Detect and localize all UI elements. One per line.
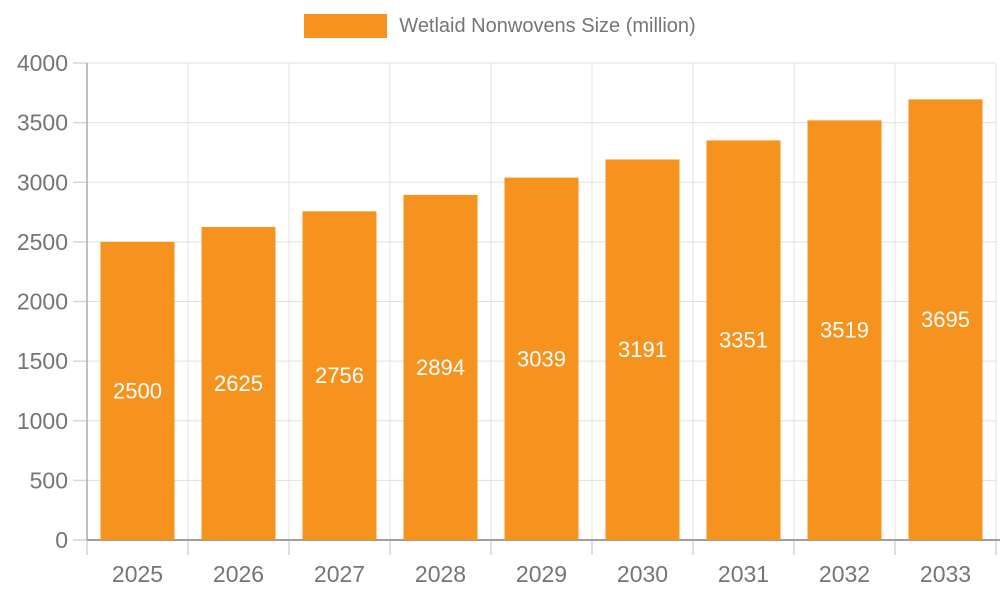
bar-value-label: 2625 [214,371,263,396]
y-tick-label: 2500 [17,229,68,255]
x-category-label: 2031 [718,561,769,587]
x-category-label: 2030 [617,561,668,587]
x-category-label: 2029 [516,561,567,587]
bar-value-label: 2894 [416,355,465,380]
x-category-label: 2026 [213,561,264,587]
bar-2031[interactable] [706,140,781,540]
bar-2033[interactable] [908,99,983,540]
y-tick-label: 4000 [17,50,68,76]
legend-label: Wetlaid Nonwovens Size (million) [399,14,696,37]
bar-2032[interactable] [807,120,882,540]
bar-value-label: 2756 [315,363,364,388]
bar-value-label: 3039 [517,346,566,371]
bar-value-label: 3191 [618,337,667,362]
bar-2028[interactable] [403,194,478,540]
bar-2027[interactable] [302,211,377,541]
bar-2026[interactable] [201,226,276,540]
x-category-label: 2033 [920,561,971,587]
y-tick-label: 3500 [17,110,68,136]
series-color-swatch-icon [304,14,388,38]
bar-value-label: 2500 [113,378,162,403]
bar-value-label: 3351 [719,328,768,353]
legend[interactable]: Wetlaid Nonwovens Size (million) [0,14,1000,38]
y-tick-label: 1500 [17,348,68,374]
bar-2029[interactable] [504,177,579,540]
y-tick-label: 2000 [17,289,68,315]
bar-2025[interactable] [100,241,175,540]
bar-2030[interactable] [605,159,680,540]
bar-value-label: 3695 [921,307,970,332]
x-category-label: 2032 [819,561,870,587]
y-tick-label: 1000 [17,408,68,434]
x-category-label: 2027 [314,561,365,587]
x-category-label: 2028 [415,561,466,587]
x-category-label: 2025 [112,561,163,587]
y-tick-label: 0 [55,527,68,553]
y-tick-label: 500 [30,467,68,493]
y-tick-label: 3000 [17,169,68,195]
bar-value-label: 3519 [820,318,869,343]
